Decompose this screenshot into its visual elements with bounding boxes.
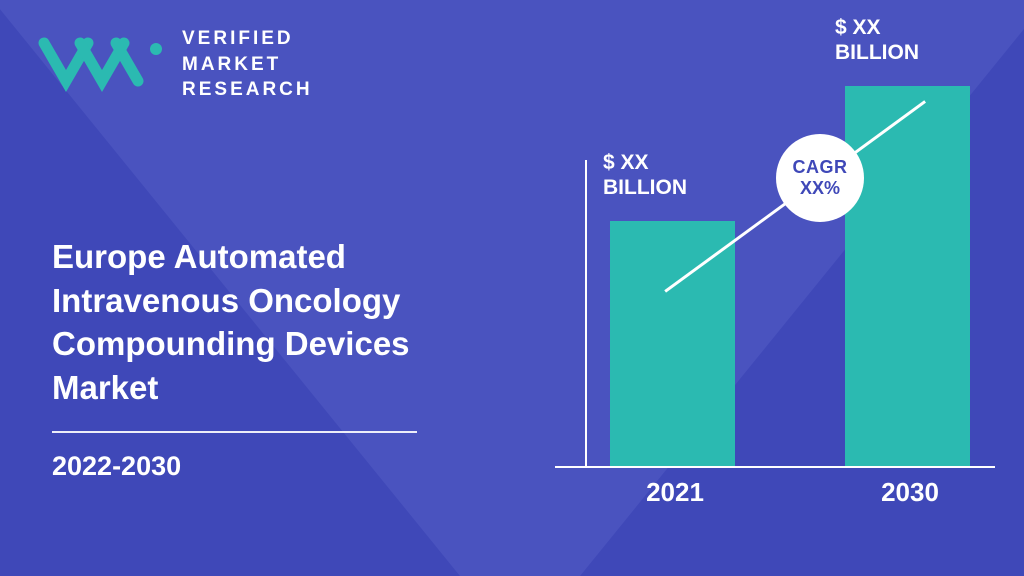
page-title: Europe Automated Intravenous Oncology Co…	[52, 235, 472, 409]
logo-mark-icon	[38, 35, 168, 93]
bar-year-label: 2021	[620, 477, 730, 508]
title-block: Europe Automated Intravenous Oncology Co…	[52, 235, 472, 482]
cagr-badge: CAGRXX%	[776, 134, 864, 222]
logo-text-line: MARKET	[182, 52, 313, 78]
chart-bar	[610, 221, 735, 466]
bar-value-label: $ XXBILLION	[603, 150, 687, 200]
y-axis	[585, 160, 587, 466]
logo: VERIFIED MARKET RESEARCH	[38, 26, 313, 103]
logo-text: VERIFIED MARKET RESEARCH	[182, 26, 313, 103]
forecast-period: 2022-2030	[52, 451, 472, 482]
logo-text-line: RESEARCH	[182, 77, 313, 103]
divider	[52, 431, 417, 433]
logo-text-line: VERIFIED	[182, 26, 313, 52]
x-axis	[555, 466, 995, 468]
bar-chart: $ XXBILLION 2021 $ XXBILLION 2030 CAGRXX%	[555, 0, 1005, 540]
bar-value-label: $ XXBILLION	[835, 15, 919, 65]
bar-year-label: 2030	[855, 477, 965, 508]
